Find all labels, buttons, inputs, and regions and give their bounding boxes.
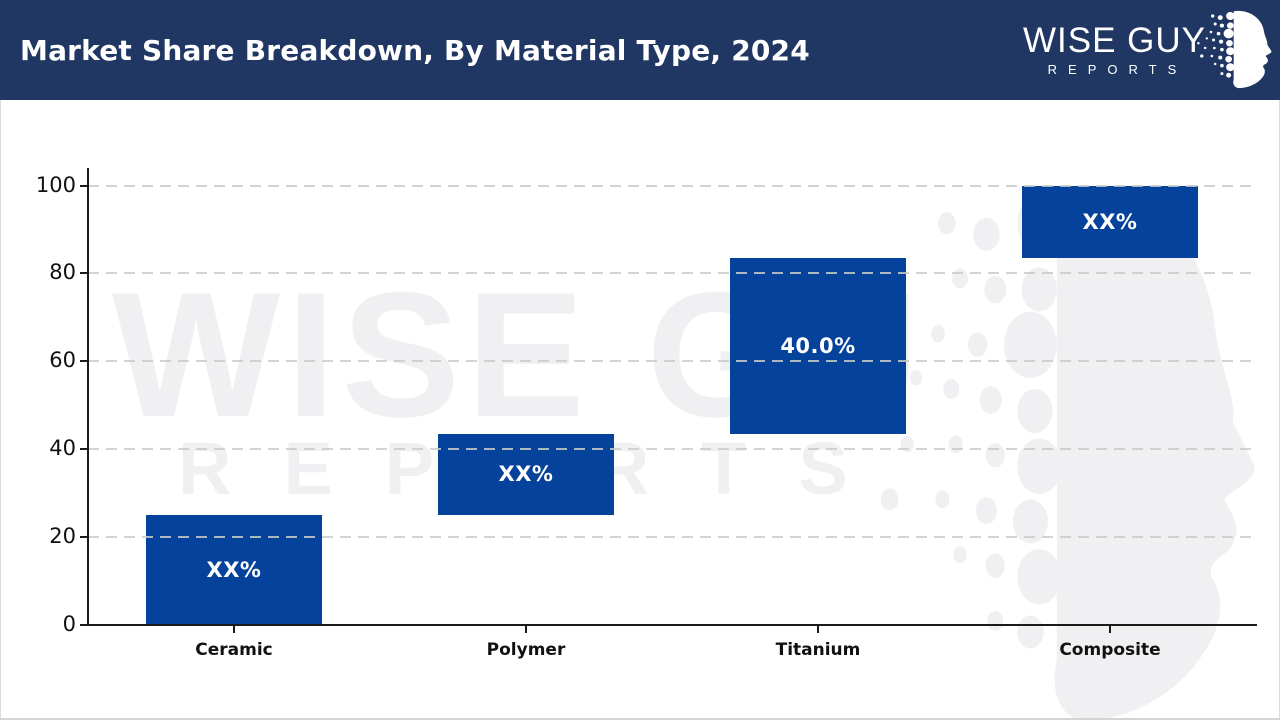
gridline-80 [88,272,1256,275]
chart-title: Market Share Breakdown, By Material Type… [20,33,810,67]
page-bottom-border [0,718,1280,720]
bar-ceramic: XX% [146,515,322,625]
gridline-100 [88,184,1256,187]
header: Market Share Breakdown, By Material Type… [0,0,1280,100]
category-label-ceramic: Ceramic [195,640,273,660]
y-tick-0 [80,624,88,626]
gridline-20 [88,536,1256,539]
bar-value-label-titanium: 40.0% [780,333,856,358]
bar-value-label-ceramic: XX% [206,558,262,583]
brand-name: WISE GUY [1022,21,1206,60]
category-label-polymer: Polymer [486,640,566,660]
brand-logo-text: WISE GUY REPORTS [1023,23,1206,77]
x-tick-polymer [525,625,527,633]
bar-value-label-composite: XX% [1082,209,1138,234]
y-tick-label-40: 40 [49,436,76,461]
gridline-40 [88,448,1256,451]
y-tick-60 [80,360,88,363]
bar-polymer: XX% [438,433,614,516]
y-tick-label-0: 0 [62,612,76,636]
y-axis-line [87,168,89,626]
y-tick-label-20: 20 [49,524,76,549]
y-tick-label-80: 80 [49,260,76,285]
bar-titanium: 40.0% [730,258,906,434]
y-tick-20 [80,536,88,539]
y-tick-label-100: 100 [35,172,76,197]
y-tick-100 [80,184,88,187]
bar-value-label-polymer: XX% [498,462,554,487]
category-label-titanium: Titanium [775,640,861,660]
brand-subname: REPORTS [1047,62,1188,77]
x-tick-composite [1109,625,1111,633]
x-axis-line [87,624,1257,626]
bar-composite: XX% [1022,185,1198,259]
gridline-60 [88,360,1256,363]
x-tick-titanium [817,625,819,633]
y-tick-40 [80,448,88,451]
brand-face-icon [1197,10,1272,89]
y-tick-80 [80,272,88,275]
brand-logo: WISE GUY REPORTS [1023,8,1280,92]
x-tick-ceramic [233,625,235,633]
category-label-composite: Composite [1059,640,1161,660]
y-tick-label-60: 60 [49,348,76,373]
